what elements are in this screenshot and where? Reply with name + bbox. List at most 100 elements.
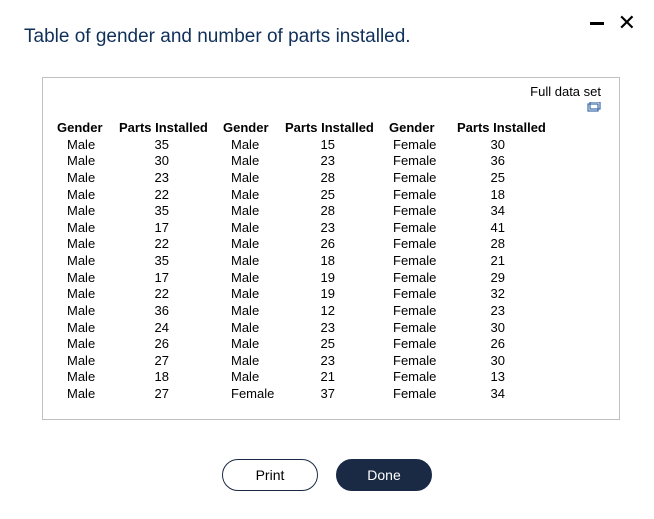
done-button[interactable]: Done [336, 459, 432, 491]
cell-parts: 30 [457, 320, 561, 337]
cell-gender: Male [223, 137, 285, 154]
cell-parts: 36 [457, 153, 561, 170]
cell-parts: 26 [119, 336, 223, 353]
cell-parts: 19 [285, 270, 389, 287]
data-table: GenderMaleMaleMaleMaleMaleMaleMaleMaleMa… [55, 120, 607, 403]
cell-parts: 30 [457, 137, 561, 154]
cell-gender: Male [57, 137, 119, 154]
cell-gender: Male [57, 303, 119, 320]
cell-gender: Male [57, 187, 119, 204]
cell-gender: Male [57, 270, 119, 287]
cell-parts: 18 [457, 187, 561, 204]
cell-parts: 24 [119, 320, 223, 337]
cell-parts: 26 [285, 236, 389, 253]
cell-gender: Female [389, 320, 457, 337]
cell-gender: Female [389, 303, 457, 320]
cell-parts: 36 [119, 303, 223, 320]
cell-gender: Male [223, 270, 285, 287]
cell-gender: Male [223, 303, 285, 320]
cell-gender: Male [223, 253, 285, 270]
cell-gender: Male [223, 286, 285, 303]
expand-icon[interactable] [55, 100, 607, 118]
cell-parts: 37 [285, 386, 389, 403]
table-column: GenderMaleMaleMaleMaleMaleMaleMaleMaleMa… [223, 120, 389, 403]
cell-parts: 13 [457, 369, 561, 386]
cell-parts: 27 [119, 386, 223, 403]
cell-parts: 32 [457, 286, 561, 303]
cell-gender: Female [389, 386, 457, 403]
full-data-set-label: Full data set [55, 84, 607, 99]
cell-parts: 19 [285, 286, 389, 303]
column-header-parts: Parts Installed [285, 120, 389, 137]
cell-parts: 23 [119, 170, 223, 187]
cell-gender: Male [57, 320, 119, 337]
cell-parts: 25 [285, 336, 389, 353]
cell-gender: Male [57, 336, 119, 353]
cell-gender: Female [389, 369, 457, 386]
minimize-icon[interactable] [590, 22, 604, 25]
cell-gender: Female [389, 153, 457, 170]
cell-gender: Female [389, 253, 457, 270]
cell-parts: 26 [457, 336, 561, 353]
cell-gender: Male [57, 203, 119, 220]
cell-parts: 23 [285, 220, 389, 237]
cell-parts: 22 [119, 286, 223, 303]
cell-parts: 23 [285, 353, 389, 370]
cell-gender: Female [389, 203, 457, 220]
column-header-gender: Gender [389, 120, 457, 137]
table-column: GenderFemaleFemaleFemaleFemaleFemaleFema… [389, 120, 561, 403]
cell-gender: Male [223, 153, 285, 170]
column-header-parts: Parts Installed [457, 120, 561, 137]
cell-gender: Female [389, 170, 457, 187]
cell-gender: Male [223, 353, 285, 370]
cell-parts: 23 [457, 303, 561, 320]
cell-parts: 18 [285, 253, 389, 270]
cell-parts: 21 [457, 253, 561, 270]
cell-gender: Male [57, 253, 119, 270]
cell-parts: 35 [119, 203, 223, 220]
cell-parts: 17 [119, 220, 223, 237]
cell-gender: Female [389, 286, 457, 303]
cell-gender: Male [57, 369, 119, 386]
cell-gender: Male [57, 170, 119, 187]
cell-gender: Female [223, 386, 285, 403]
cell-parts: 15 [285, 137, 389, 154]
cell-parts: 34 [457, 386, 561, 403]
cell-gender: Male [223, 320, 285, 337]
cell-gender: Male [223, 369, 285, 386]
table-column: GenderMaleMaleMaleMaleMaleMaleMaleMaleMa… [57, 120, 223, 403]
cell-gender: Female [389, 336, 457, 353]
cell-parts: 21 [285, 369, 389, 386]
cell-gender: Female [389, 353, 457, 370]
cell-parts: 25 [285, 187, 389, 204]
cell-gender: Male [223, 203, 285, 220]
column-header-parts: Parts Installed [119, 120, 223, 137]
cell-parts: 30 [119, 153, 223, 170]
cell-gender: Female [389, 236, 457, 253]
cell-gender: Male [57, 286, 119, 303]
data-panel: Full data set GenderMaleMaleMaleMaleMale… [42, 77, 620, 420]
cell-parts: 22 [119, 236, 223, 253]
cell-gender: Male [223, 170, 285, 187]
cell-parts: 12 [285, 303, 389, 320]
cell-parts: 17 [119, 270, 223, 287]
cell-gender: Male [223, 220, 285, 237]
cell-gender: Male [57, 386, 119, 403]
close-icon[interactable]: ✕ [618, 12, 636, 34]
print-button[interactable]: Print [222, 459, 318, 491]
cell-gender: Male [223, 236, 285, 253]
cell-parts: 22 [119, 187, 223, 204]
cell-parts: 18 [119, 369, 223, 386]
page-title: Table of gender and number of parts inst… [24, 26, 411, 48]
cell-parts: 25 [457, 170, 561, 187]
cell-gender: Male [57, 236, 119, 253]
cell-parts: 23 [285, 320, 389, 337]
cell-parts: 29 [457, 270, 561, 287]
cell-parts: 34 [457, 203, 561, 220]
cell-parts: 27 [119, 353, 223, 370]
column-header-gender: Gender [223, 120, 285, 137]
cell-gender: Male [223, 336, 285, 353]
cell-parts: 35 [119, 137, 223, 154]
cell-parts: 28 [457, 236, 561, 253]
column-header-gender: Gender [57, 120, 119, 137]
